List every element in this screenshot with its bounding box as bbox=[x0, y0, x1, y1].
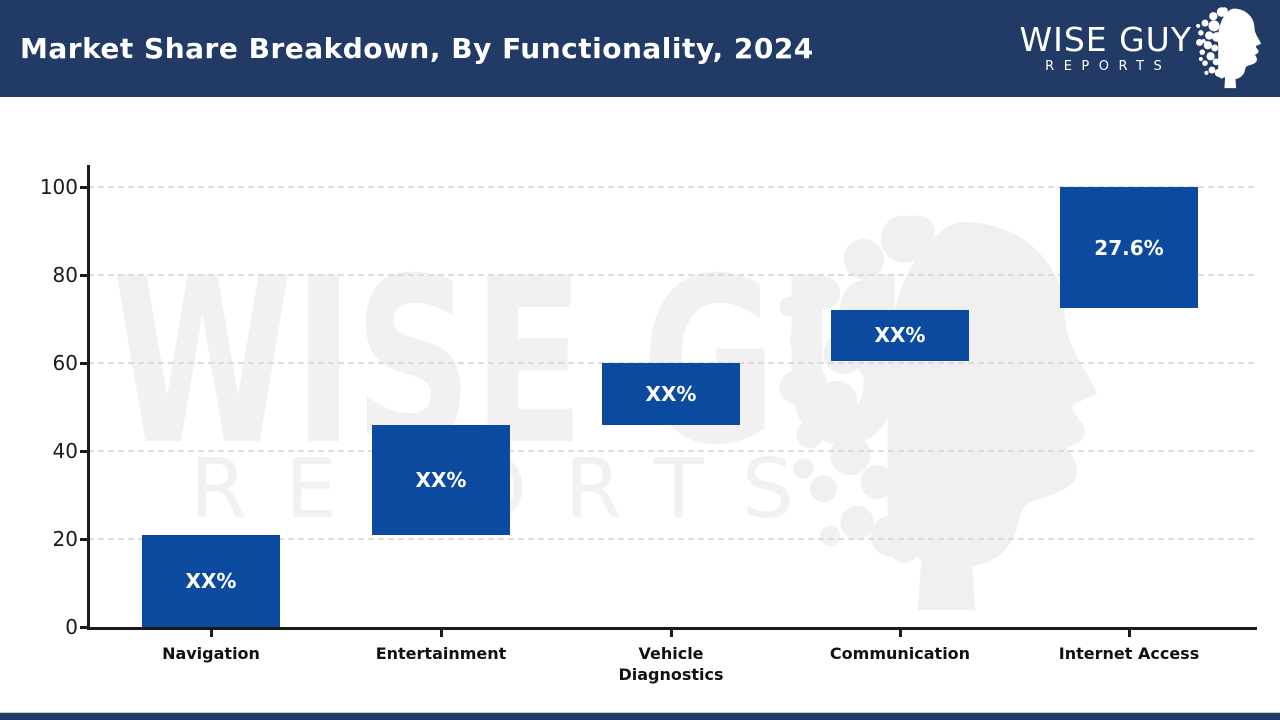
y-axis-tick bbox=[80, 186, 88, 189]
wise-guy-logo: WISE GUY REPORTS bbox=[1019, 6, 1270, 90]
bar-value-label: XX% bbox=[415, 467, 467, 492]
x-axis-tick bbox=[899, 629, 902, 637]
bar-navigation: XX% bbox=[142, 534, 280, 627]
bar-value-label: 27.6% bbox=[1094, 235, 1164, 260]
page-title: Market Share Breakdown, By Functionality… bbox=[20, 32, 814, 65]
y-axis-tick-label: 0 bbox=[65, 615, 78, 639]
x-axis-tick bbox=[670, 629, 673, 637]
head-profile-icon bbox=[1194, 6, 1270, 90]
gridline bbox=[88, 186, 1256, 188]
logo-subtext: REPORTS bbox=[1045, 59, 1172, 75]
y-axis-tick-label: 20 bbox=[52, 527, 78, 551]
logo-wordmark: WISE GUY bbox=[1019, 19, 1192, 59]
y-axis-tick-label: 40 bbox=[52, 439, 78, 463]
footer-bar bbox=[0, 712, 1280, 720]
y-axis-tick-label: 60 bbox=[52, 351, 78, 375]
gridline bbox=[88, 538, 1256, 540]
y-axis-tick-label: 100 bbox=[39, 175, 78, 199]
y-axis-line bbox=[87, 165, 90, 630]
header-bar: Market Share Breakdown, By Functionality… bbox=[0, 0, 1280, 97]
x-axis-tick bbox=[1128, 629, 1131, 637]
x-axis-label: Internet Access bbox=[1058, 644, 1200, 663]
gridline bbox=[88, 450, 1256, 452]
y-axis-tick bbox=[80, 274, 88, 277]
x-axis-label: Communication bbox=[829, 644, 971, 663]
y-axis-tick bbox=[80, 626, 88, 629]
logo-text: WISE GUY REPORTS bbox=[1019, 19, 1192, 75]
bar-value-label: XX% bbox=[185, 568, 237, 593]
y-axis-tick-label: 80 bbox=[52, 263, 78, 287]
bar-communication: XX% bbox=[831, 310, 969, 361]
x-axis-tick bbox=[440, 629, 443, 637]
x-axis-line bbox=[87, 626, 1257, 630]
y-axis-tick bbox=[80, 362, 88, 365]
bar-internet-access: 27.6% bbox=[1060, 187, 1198, 309]
x-axis-label: Entertainment bbox=[375, 644, 507, 663]
bar-value-label: XX% bbox=[874, 323, 926, 348]
bar-vehicle-diagnostics: XX% bbox=[602, 363, 740, 425]
y-axis-tick bbox=[80, 450, 88, 453]
x-axis-label: Vehicle Diagnostics bbox=[618, 644, 724, 684]
x-axis-label: Navigation bbox=[162, 644, 260, 663]
bar-entertainment: XX% bbox=[372, 424, 510, 535]
y-axis-tick bbox=[80, 538, 88, 541]
x-axis-tick bbox=[210, 629, 213, 637]
gridline bbox=[88, 274, 1256, 276]
bar-value-label: XX% bbox=[645, 381, 697, 406]
